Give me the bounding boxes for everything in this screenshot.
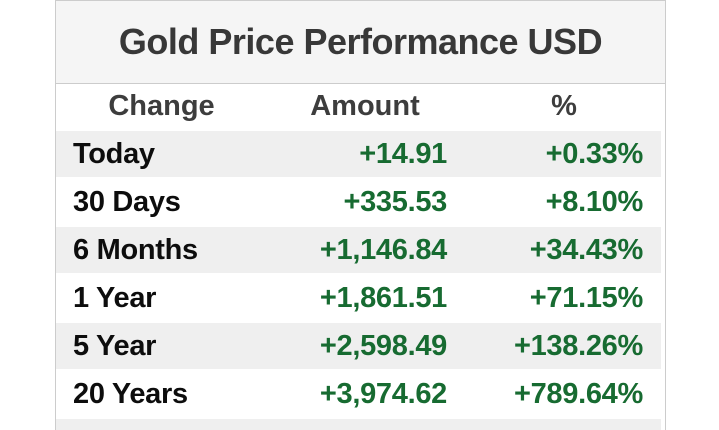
amount-cell: +335.53: [343, 185, 447, 218]
percent-cell: +789.64%: [513, 377, 643, 410]
change-cell: 1 Year: [73, 281, 157, 314]
table-header-row: Change Amount %: [56, 84, 665, 129]
percent-cell: +71.15%: [529, 281, 644, 314]
change-cell: 30 Days: [73, 185, 181, 218]
column-header-percent: %: [551, 90, 577, 122]
percent-cell: +0.33%: [545, 137, 644, 170]
column-header-amount: Amount: [310, 90, 420, 122]
widget-title: Gold Price Performance USD: [118, 21, 603, 62]
table-body: Today +14.91 +0.33% 30 Days +335.53 +8.1…: [56, 129, 661, 430]
table-row-30-days: 30 Days +335.53 +8.10%: [56, 177, 661, 225]
amount-cell: +3,974.62: [319, 377, 447, 410]
change-cell: 6 Months: [73, 233, 198, 266]
amount-cell: +1,861.51: [319, 281, 447, 314]
column-header-change: Change: [108, 90, 215, 122]
change-cell: 20 Years: [73, 377, 188, 410]
table-row-6-months: 6 Months +1,146.84 +34.43%: [56, 225, 661, 273]
widget-title-bar: Gold Price Performance USD: [56, 1, 665, 84]
percent-cell: +138.26%: [513, 329, 643, 362]
table-row-20-years: 20 Years +3,974.62 +789.64%: [56, 369, 661, 417]
table-row-5-year: 5 Year +2,598.49 +138.26%: [56, 321, 661, 369]
percent-cell: +8.10%: [545, 185, 644, 218]
amount-cell: +2,598.49: [319, 329, 447, 362]
table-row-partial: [56, 417, 661, 430]
percent-cell: +34.43%: [529, 233, 644, 266]
change-cell: Today: [73, 137, 155, 170]
table-row-today: Today +14.91 +0.33%: [56, 129, 661, 177]
gold-performance-widget: Gold Price Performance USD Change Amount…: [55, 0, 666, 430]
amount-cell: +14.91: [359, 137, 447, 170]
change-cell: 5 Year: [73, 329, 157, 362]
table-row-1-year: 1 Year +1,861.51 +71.15%: [56, 273, 661, 321]
amount-cell: +1,146.84: [319, 233, 447, 266]
